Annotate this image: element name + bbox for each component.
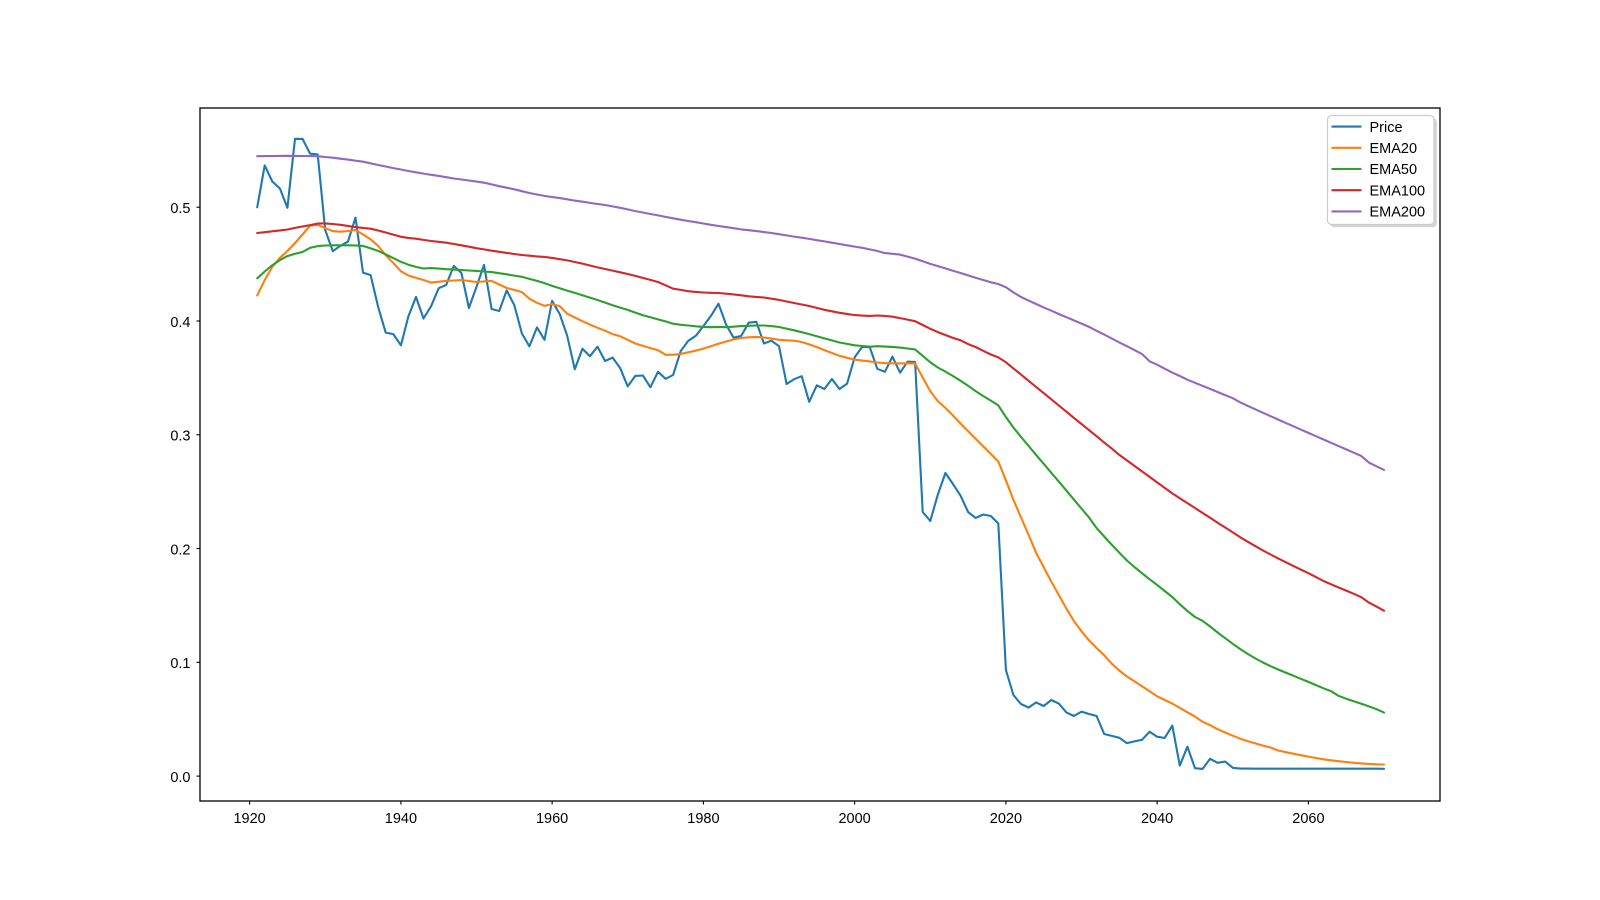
svg-text:0.1: 0.1 [170, 656, 190, 672]
svg-text:2020: 2020 [990, 811, 1022, 827]
svg-text:2000: 2000 [838, 811, 870, 827]
svg-text:EMA20: EMA20 [1370, 141, 1418, 157]
svg-text:EMA200: EMA200 [1370, 205, 1426, 221]
svg-text:1920: 1920 [233, 811, 265, 827]
svg-text:0.0: 0.0 [170, 770, 190, 786]
svg-text:Price: Price [1370, 120, 1403, 136]
svg-text:0.3: 0.3 [170, 429, 190, 445]
svg-text:1960: 1960 [536, 811, 568, 827]
svg-text:0.5: 0.5 [170, 201, 190, 217]
svg-text:EMA50: EMA50 [1370, 162, 1418, 178]
svg-text:0.2: 0.2 [170, 542, 190, 558]
svg-text:2040: 2040 [1141, 811, 1173, 827]
svg-text:1940: 1940 [385, 811, 417, 827]
svg-text:EMA100: EMA100 [1370, 183, 1426, 199]
svg-text:2060: 2060 [1292, 811, 1324, 827]
svg-text:0.4: 0.4 [170, 315, 190, 331]
svg-text:1980: 1980 [687, 811, 719, 827]
